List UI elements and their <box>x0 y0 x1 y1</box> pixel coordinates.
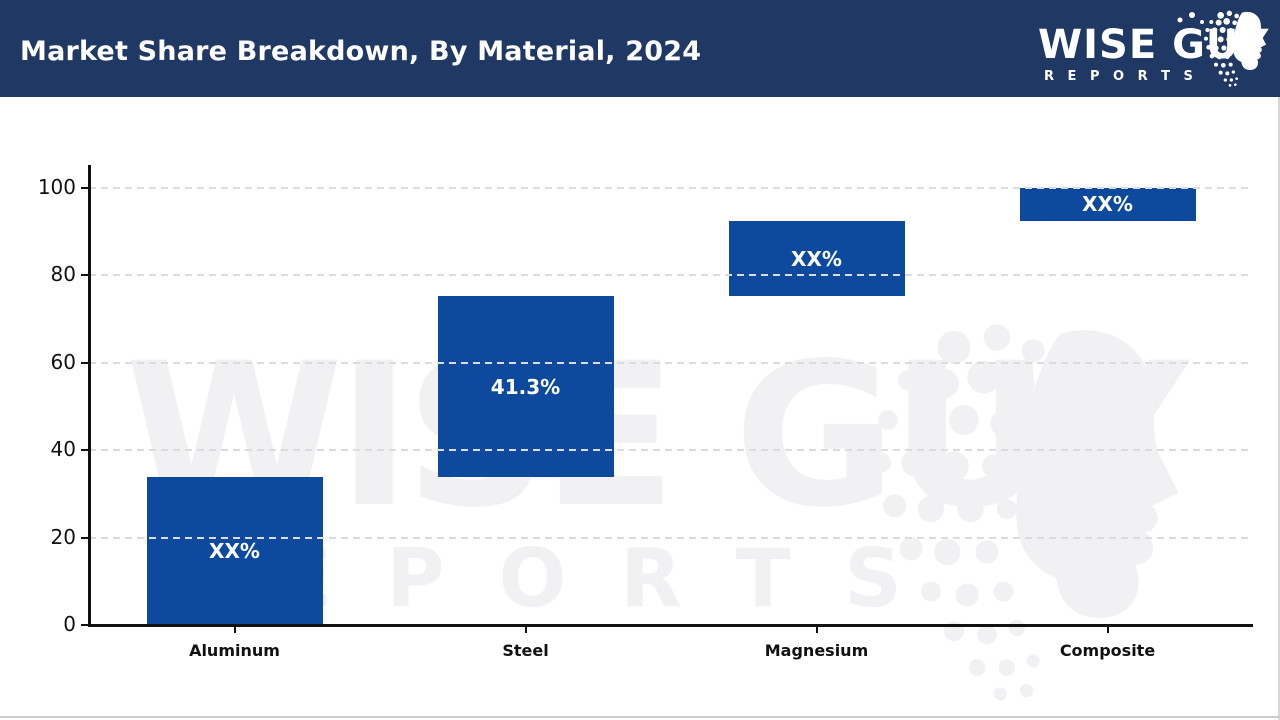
y-tick-mark <box>81 449 89 451</box>
logo-sub-text: R E P O R T S <box>1044 69 1197 84</box>
header: Market Share Breakdown, By Material, 202… <box>0 0 1280 97</box>
bar <box>1019 187 1196 222</box>
x-axis-line <box>88 624 1253 627</box>
y-tick-label: 60 <box>50 349 76 374</box>
gridline <box>89 361 1253 364</box>
bar-value-label: 41.3% <box>490 374 561 399</box>
wise-guy-logo: WISE GUY R E P O R T S <box>1020 8 1272 92</box>
bar-value-label: XX% <box>1082 192 1133 217</box>
x-tick-label: Steel <box>502 641 549 660</box>
y-axis-line <box>88 165 91 627</box>
y-tick-label: 0 <box>63 612 76 636</box>
x-tick-label: Magnesium <box>764 641 869 660</box>
x-tick-label: Composite <box>1059 641 1156 660</box>
gridline <box>89 449 1253 451</box>
bottom-divider <box>0 716 1280 718</box>
y-tick-mark <box>81 536 89 539</box>
y-tick-mark <box>81 361 89 364</box>
y-tick-label: 40 <box>50 437 76 461</box>
page-title: Market Share Breakdown, By Material, 202… <box>20 36 702 67</box>
gridline <box>89 186 1253 189</box>
x-tick-mark <box>815 626 818 633</box>
wise-guy-logo-graphic: WISE GUY R E P O R T S <box>1038 10 1268 87</box>
bar-value-label: XX% <box>791 246 842 271</box>
y-tick-label: 80 <box>50 262 76 286</box>
bar-value-label: XX% <box>209 539 260 564</box>
bar <box>437 296 614 478</box>
x-tick-mark <box>1106 626 1109 633</box>
y-tick-mark <box>81 274 89 276</box>
x-tick-mark <box>233 626 236 633</box>
y-tick-label: 100 <box>37 174 76 199</box>
x-tick-mark <box>524 626 527 633</box>
gridline <box>89 274 1253 276</box>
bar <box>728 221 905 297</box>
y-tick-label: 20 <box>50 524 76 549</box>
y-tick-mark <box>81 624 89 626</box>
x-tick-label: Aluminum <box>189 641 280 660</box>
y-tick-mark <box>81 186 89 189</box>
bar <box>146 477 323 625</box>
gridline <box>89 536 1253 539</box>
